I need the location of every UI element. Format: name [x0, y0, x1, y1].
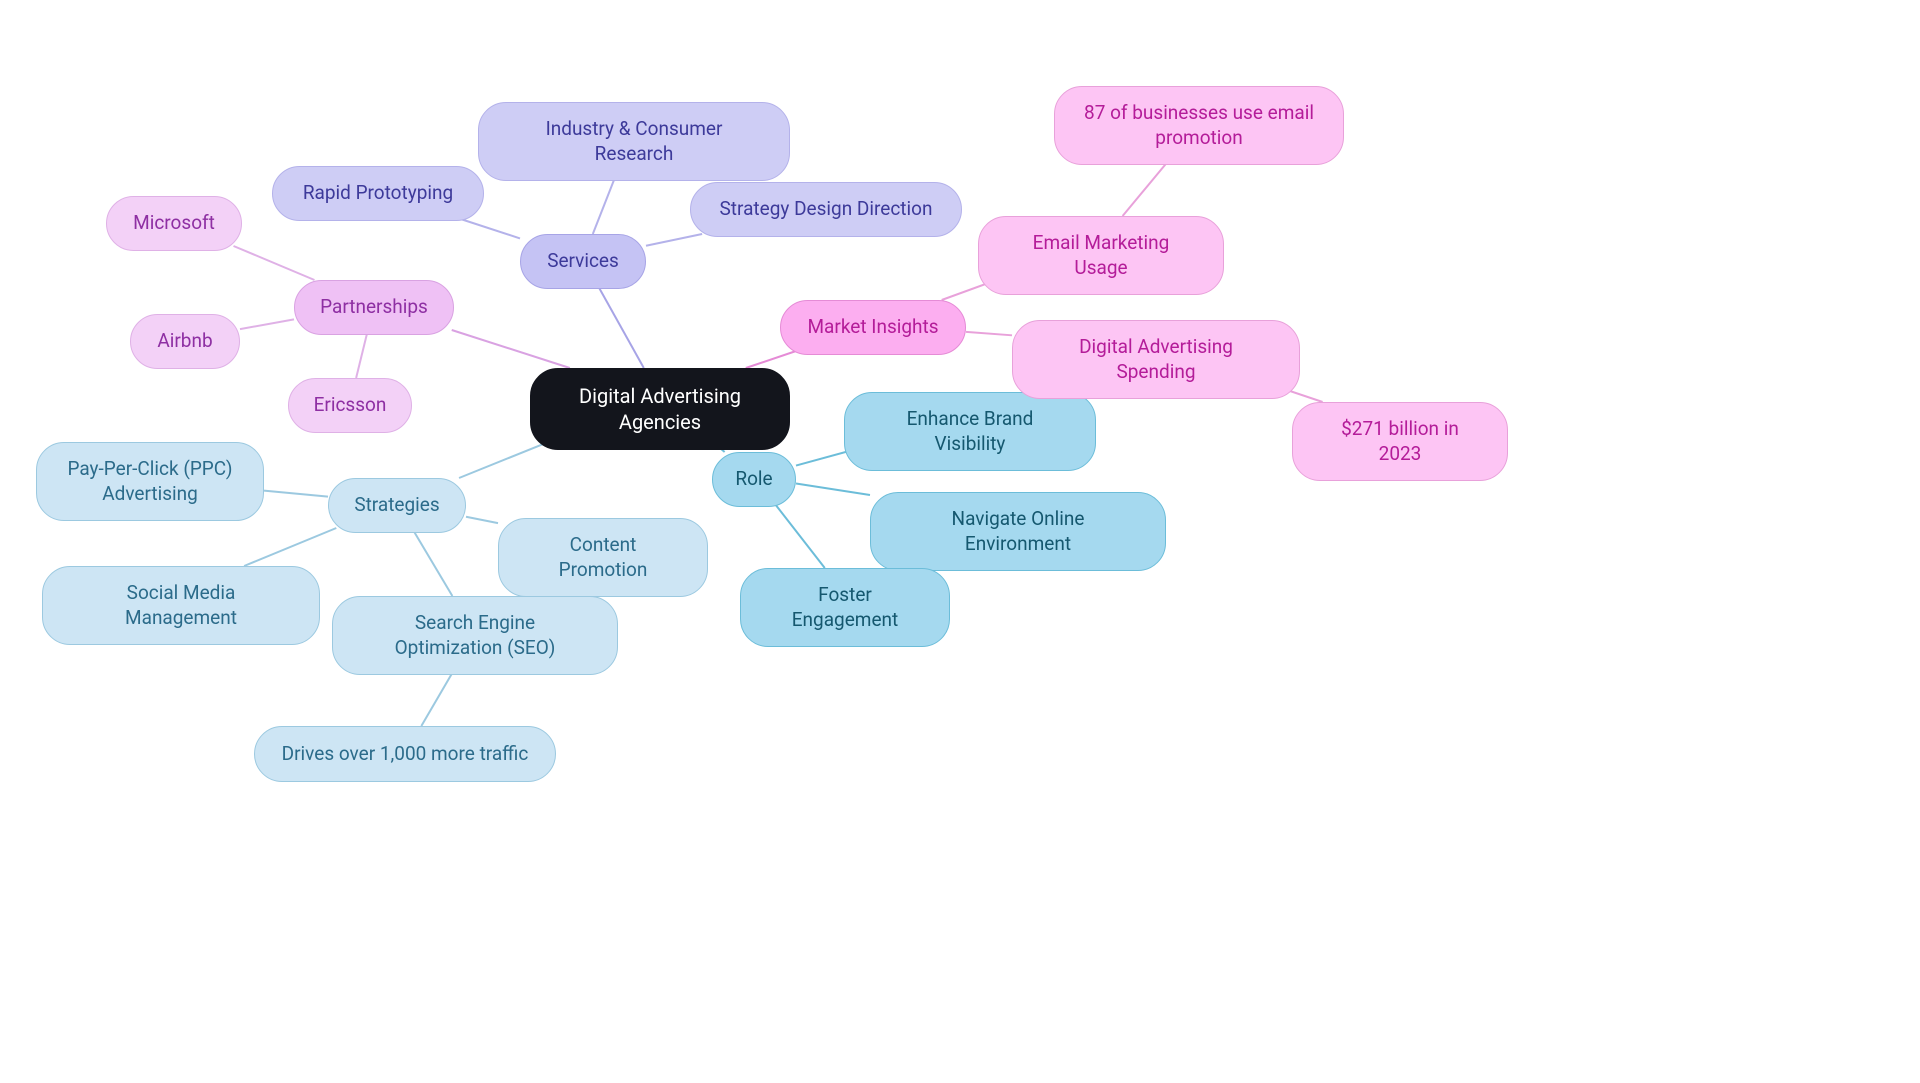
node-mkt1: Email Marketing Usage: [978, 216, 1224, 295]
node-label: Pay-Per-Click (PPC) Advertising: [63, 457, 237, 506]
node-mkt2a: $271 billion in 2023: [1292, 402, 1508, 481]
node-label: Rapid Prototyping: [303, 181, 453, 206]
node-services: Services: [520, 234, 646, 289]
edge-services-serv2: [458, 218, 520, 238]
node-part2: Airbnb: [130, 314, 240, 369]
node-label: Foster Engagement: [767, 583, 923, 632]
node-part1: Microsoft: [106, 196, 242, 251]
node-market: Market Insights: [780, 300, 966, 355]
node-label: $271 billion in 2023: [1319, 417, 1481, 466]
node-label: Content Promotion: [525, 533, 681, 582]
node-label: Navigate Online Environment: [897, 507, 1139, 556]
node-role1: Enhance Brand Visibility: [844, 392, 1096, 471]
node-label: Airbnb: [157, 329, 212, 354]
node-label: Microsoft: [133, 211, 215, 236]
node-label: Role: [735, 467, 772, 492]
edge-role-role2: [796, 484, 870, 495]
node-strat4: Search Engine Optimization (SEO): [332, 596, 618, 675]
node-label: Market Insights: [807, 315, 938, 340]
node-label: Strategy Design Direction: [720, 197, 933, 222]
node-role: Role: [712, 452, 796, 507]
edge-center-market: [746, 350, 799, 368]
edge-partnerships-part2: [240, 319, 294, 329]
node-label: Ericsson: [314, 393, 387, 418]
node-partnerships: Partnerships: [294, 280, 454, 335]
edge-center-partnerships: [452, 330, 570, 368]
edge-strategies-strat3: [244, 528, 336, 566]
edge-strategies-strat2: [264, 491, 328, 497]
node-label: Strategies: [354, 493, 439, 518]
node-label: 87 of businesses use email promotion: [1081, 101, 1317, 150]
node-strat4a: Drives over 1,000 more traffic: [254, 726, 556, 782]
node-serv1: Industry & Consumer Research: [478, 102, 790, 181]
edge-mkt1-mkt1a: [1123, 162, 1168, 216]
node-label: Partnerships: [320, 295, 428, 320]
node-label: Email Marketing Usage: [1005, 231, 1197, 280]
node-label: Services: [547, 249, 619, 274]
edge-strategies-strat1: [466, 517, 498, 523]
node-label: Industry & Consumer Research: [505, 117, 763, 166]
node-mkt1a: 87 of businesses use email promotion: [1054, 86, 1344, 165]
node-strat1: Content Promotion: [498, 518, 708, 597]
node-center: Digital Advertising Agencies: [530, 368, 790, 450]
node-strat3: Social Media Management: [42, 566, 320, 645]
node-role3: Foster Engagement: [740, 568, 950, 647]
node-label: Digital Advertising Spending: [1039, 335, 1273, 384]
edge-partnerships-part1: [234, 246, 315, 280]
node-label: Drives over 1,000 more traffic: [282, 742, 529, 767]
edge-market-mkt2: [966, 332, 1012, 335]
edge-strategies-strat4: [412, 528, 452, 596]
edge-center-services: [597, 284, 644, 368]
node-role2: Navigate Online Environment: [870, 492, 1166, 571]
node-strat2: Pay-Per-Click (PPC) Advertising: [36, 442, 264, 521]
edge-role-role3: [773, 502, 824, 568]
edge-strat4-strat4a: [421, 672, 453, 726]
node-mkt2: Digital Advertising Spending: [1012, 320, 1300, 399]
node-serv3: Strategy Design Direction: [690, 182, 962, 237]
node-part3: Ericsson: [288, 378, 412, 433]
edge-partnerships-part3: [356, 330, 368, 378]
node-serv2: Rapid Prototyping: [272, 166, 484, 221]
node-label: Enhance Brand Visibility: [871, 407, 1069, 456]
edge-services-serv3: [646, 234, 702, 246]
node-label: Social Media Management: [69, 581, 293, 630]
node-strategies: Strategies: [328, 478, 466, 533]
node-label: Digital Advertising Agencies: [557, 383, 763, 435]
node-label: Search Engine Optimization (SEO): [359, 611, 591, 660]
